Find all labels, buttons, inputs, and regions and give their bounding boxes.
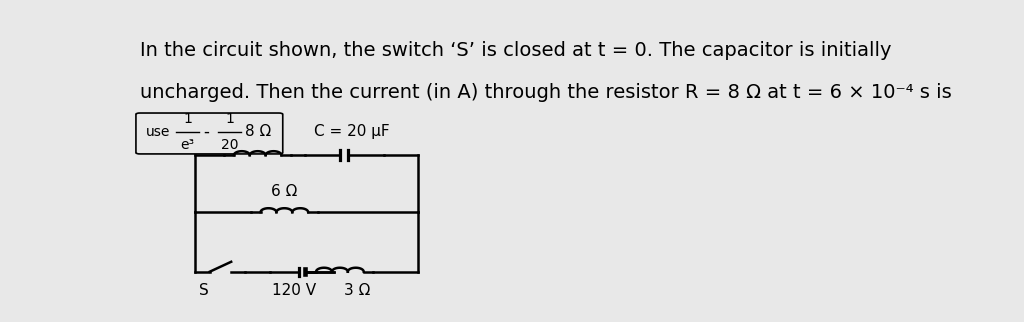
- Text: 6 Ω: 6 Ω: [271, 184, 298, 199]
- Text: 1: 1: [225, 112, 234, 126]
- Text: use: use: [145, 125, 170, 138]
- Text: In the circuit shown, the switch ‘S’ is closed at t = 0. The capacitor is initia: In the circuit shown, the switch ‘S’ is …: [140, 41, 892, 60]
- Text: 8 Ω: 8 Ω: [245, 124, 270, 139]
- Text: e³: e³: [180, 138, 195, 152]
- Text: 120 V: 120 V: [272, 283, 316, 298]
- Text: 3 Ω: 3 Ω: [344, 283, 371, 298]
- Text: -: -: [203, 123, 209, 141]
- Text: 1: 1: [183, 112, 191, 126]
- Text: 20: 20: [221, 138, 239, 152]
- Text: C = 20 μF: C = 20 μF: [314, 124, 390, 139]
- Text: uncharged. Then the current (in A) through the resistor R = 8 Ω at t = 6 × 10⁻⁴ : uncharged. Then the current (in A) throu…: [140, 83, 951, 102]
- Text: S: S: [200, 283, 209, 298]
- FancyBboxPatch shape: [136, 113, 283, 154]
